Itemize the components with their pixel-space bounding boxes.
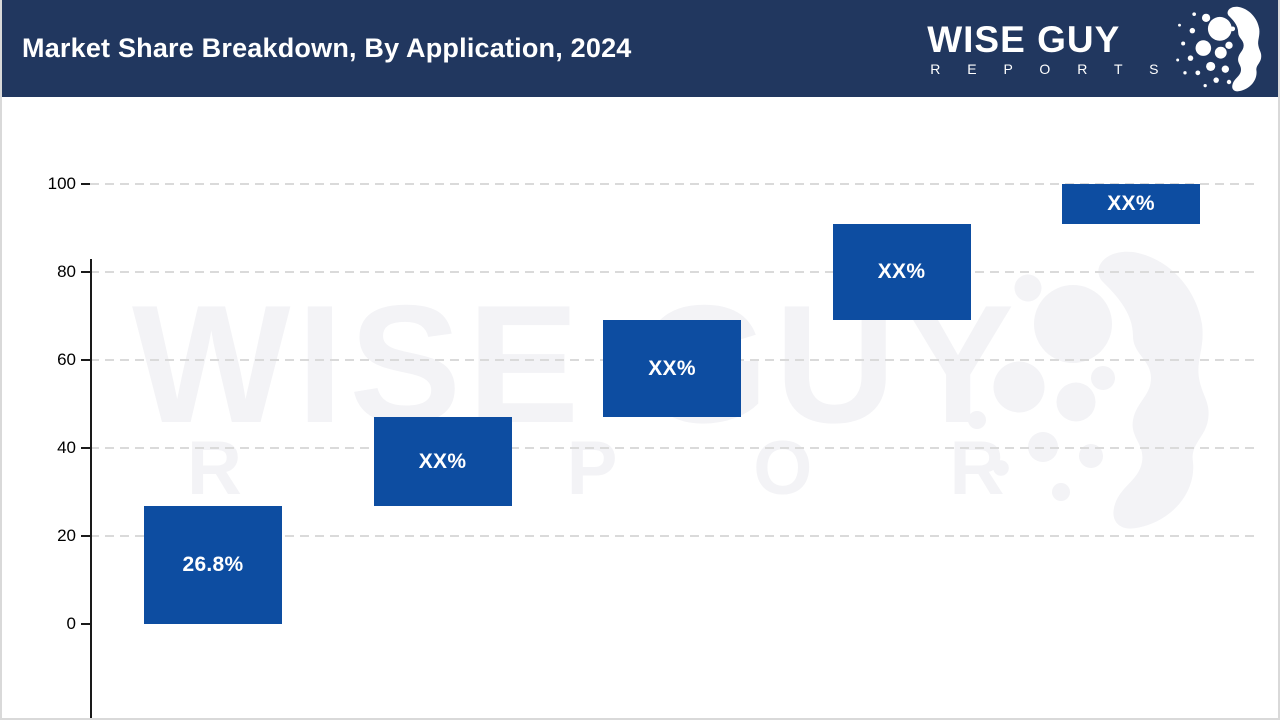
dotted-face-profile-icon bbox=[1176, 6, 1262, 91]
y-tick-label-60: 60 bbox=[57, 350, 76, 369]
y-tick-mark-0 bbox=[81, 623, 90, 625]
y-tick-label-20: 20 bbox=[57, 526, 76, 545]
header-bar: Market Share Breakdown, By Application, … bbox=[2, 0, 1278, 97]
y-tick-label-80: 80 bbox=[57, 262, 76, 281]
bar-segment: 26.8% bbox=[144, 506, 282, 624]
bar-segment: XX% bbox=[603, 320, 741, 418]
bar-value-label: XX% bbox=[1107, 191, 1155, 215]
gridline-80 bbox=[90, 271, 1258, 273]
logo-subtitle: R E P O R T S bbox=[930, 60, 1170, 77]
wise-guy-reports-logo: WISE GUY R E P O R T S bbox=[927, 5, 1264, 93]
y-tick-mark-60 bbox=[81, 359, 90, 361]
logo-text: WISE GUY R E P O R T S bbox=[927, 21, 1170, 77]
bar-value-label: XX% bbox=[648, 356, 696, 380]
gridline-40 bbox=[90, 447, 1258, 449]
logo-wordmark: WISE GUY bbox=[927, 18, 1121, 60]
bar-segment: XX% bbox=[373, 417, 512, 507]
y-axis-line bbox=[90, 259, 92, 718]
y-tick-label-100: 100 bbox=[47, 174, 76, 193]
y-tick-label-0: 0 bbox=[66, 614, 76, 633]
y-tick-mark-80 bbox=[81, 271, 90, 273]
y-tick-mark-40 bbox=[81, 447, 90, 449]
y-tick-mark-100 bbox=[81, 183, 90, 185]
gridline-100 bbox=[90, 183, 1258, 185]
y-tick-mark-20 bbox=[81, 535, 90, 537]
page-title: Market Share Breakdown, By Application, … bbox=[22, 33, 632, 63]
bar-value-label: 26.8% bbox=[182, 553, 244, 577]
bar-segment: XX% bbox=[832, 223, 971, 321]
bar-value-label: XX% bbox=[877, 259, 926, 283]
y-tick-label-40: 40 bbox=[57, 438, 76, 457]
gridline-20 bbox=[90, 535, 1258, 537]
bar-value-label: XX% bbox=[418, 449, 467, 473]
bar-segment: XX% bbox=[1062, 184, 1200, 224]
